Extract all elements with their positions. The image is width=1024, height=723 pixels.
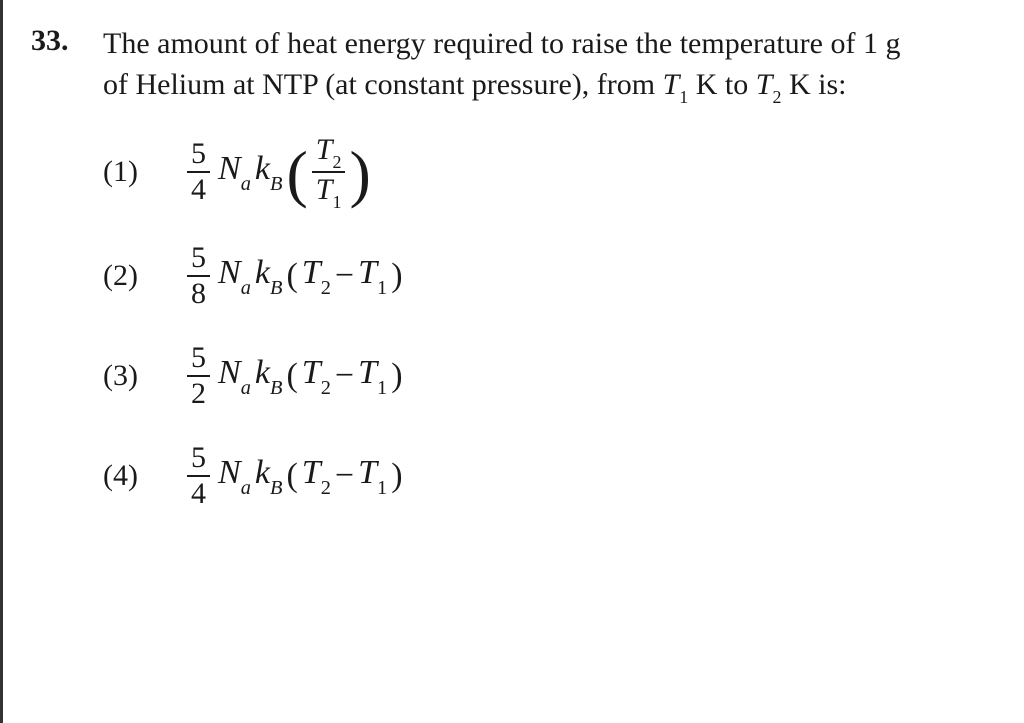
sub-1: 1: [377, 377, 387, 399]
question-text: The amount of heat energy required to ra…: [103, 24, 923, 107]
sym-T-den: T: [316, 173, 333, 206]
sym-T1: T: [358, 454, 377, 491]
lparen: (: [286, 257, 297, 295]
sub-2: 2: [321, 277, 331, 299]
option-4-label: (4): [103, 459, 155, 493]
sym-T2: T: [302, 354, 321, 391]
frac-num-T2: T2: [312, 135, 346, 169]
frac-num: 5: [187, 443, 210, 473]
option-4-expression: 5 4 Na kB ( T2 − T1 ): [183, 443, 403, 509]
sub-1: 1: [377, 477, 387, 499]
option-1-label: (1): [103, 155, 155, 189]
frac-num: 5: [187, 343, 210, 373]
lparen: (: [286, 457, 297, 495]
symbol-T1: T: [663, 68, 680, 101]
lparen-big: (: [286, 158, 307, 190]
sym-T-num: T: [316, 133, 333, 166]
option-2-label: (2): [103, 259, 155, 293]
fraction-5-4-b: 5 4: [187, 443, 210, 509]
option-3-label: (3): [103, 359, 155, 393]
lparen: (: [286, 357, 297, 395]
sym-k: k: [255, 150, 270, 187]
rparen-big: ): [349, 158, 370, 190]
sub-2: 2: [332, 152, 341, 172]
text-K2: K is:: [781, 68, 846, 101]
option-2: (2) 5 8 Na kB ( T2 − T1 ): [103, 243, 988, 309]
sub-B: B: [270, 477, 282, 499]
fraction-5-8: 5 8: [187, 243, 210, 309]
paren-group: ( T2 T1 ): [286, 135, 370, 209]
symbol-T2: T: [756, 68, 773, 101]
sym-N: N: [218, 150, 241, 187]
frac-den: 4: [187, 175, 210, 205]
sym-N: N: [218, 354, 241, 391]
minus: −: [335, 457, 354, 495]
fraction-T2-T1: T2 T1: [312, 135, 346, 209]
sym-N: N: [218, 254, 241, 291]
term-kB: kB: [255, 150, 283, 193]
symbol-T2-sub: 2: [772, 87, 781, 107]
sym-T1: T: [358, 354, 377, 391]
sub-2: 2: [321, 377, 331, 399]
sub-1: 1: [332, 192, 341, 212]
term-T2: T2: [302, 454, 331, 497]
term-kB: kB: [255, 254, 283, 297]
sub-B: B: [270, 173, 282, 195]
symbol-T1-sub: 1: [679, 87, 688, 107]
sub-a: a: [241, 173, 251, 195]
option-2-expression: 5 8 Na kB ( T2 − T1 ): [183, 243, 403, 309]
option-4: (4) 5 4 Na kB ( T2 − T1 ): [103, 443, 988, 509]
sub-2: 2: [321, 477, 331, 499]
term-Na: Na: [218, 254, 251, 297]
frac-den: 4: [187, 479, 210, 509]
term-Na: Na: [218, 454, 251, 497]
frac-den: 8: [187, 279, 210, 309]
sub-B: B: [270, 377, 282, 399]
frac-den: 2: [187, 379, 210, 409]
sym-N: N: [218, 454, 241, 491]
fraction-5-2: 5 2: [187, 343, 210, 409]
term-T1: T1: [358, 454, 387, 497]
term-Na: Na: [218, 150, 251, 193]
term-T1: T1: [358, 354, 387, 397]
sym-T2: T: [302, 254, 321, 291]
minus: −: [335, 257, 354, 295]
term-T2: T2: [302, 354, 331, 397]
options-list: (1) 5 4 Na kB ( T2 T1 ): [103, 135, 988, 509]
text-K1: K to: [688, 68, 756, 101]
sub-a: a: [241, 277, 251, 299]
sub-a: a: [241, 477, 251, 499]
rparen: ): [391, 357, 402, 395]
option-3: (3) 5 2 Na kB ( T2 − T1 ): [103, 343, 988, 409]
frac-den-T1: T1: [312, 175, 346, 209]
frac-num: 5: [187, 243, 210, 273]
question-number: 33.: [31, 24, 79, 58]
minus: −: [335, 357, 354, 395]
term-kB: kB: [255, 454, 283, 497]
question-row: 33. The amount of heat energy required t…: [31, 24, 988, 107]
term-T2: T2: [302, 254, 331, 297]
sub-a: a: [241, 377, 251, 399]
fraction-5-4: 5 4: [187, 139, 210, 205]
frac-num: 5: [187, 139, 210, 169]
sym-k: k: [255, 254, 270, 291]
term-kB: kB: [255, 354, 283, 397]
page-container: 33. The amount of heat energy required t…: [0, 0, 1024, 723]
rparen: ): [391, 457, 402, 495]
sym-T2: T: [302, 454, 321, 491]
sym-T1: T: [358, 254, 377, 291]
term-Na: Na: [218, 354, 251, 397]
option-3-expression: 5 2 Na kB ( T2 − T1 ): [183, 343, 403, 409]
term-T1: T1: [358, 254, 387, 297]
option-1-expression: 5 4 Na kB ( T2 T1 ): [183, 135, 371, 209]
option-1: (1) 5 4 Na kB ( T2 T1 ): [103, 135, 988, 209]
sub-B: B: [270, 277, 282, 299]
sub-1: 1: [377, 277, 387, 299]
sym-k: k: [255, 354, 270, 391]
rparen: ): [391, 257, 402, 295]
sym-k: k: [255, 454, 270, 491]
